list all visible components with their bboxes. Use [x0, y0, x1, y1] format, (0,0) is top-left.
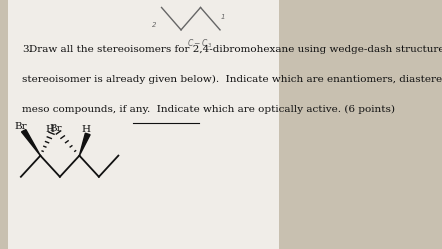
Polygon shape	[8, 0, 278, 249]
Text: stereoisomer is already given below).  Indicate which are enantiomers, diastereo: stereoisomer is already given below). In…	[22, 75, 442, 84]
Text: 1: 1	[221, 14, 225, 20]
Polygon shape	[80, 133, 90, 156]
Text: 3.: 3.	[22, 45, 32, 54]
Text: $\mathit{C}-C_3$: $\mathit{C}-C_3$	[187, 37, 212, 50]
Text: H: H	[81, 125, 90, 134]
Text: Br: Br	[50, 124, 63, 133]
Polygon shape	[22, 129, 40, 156]
Text: 2: 2	[152, 22, 157, 28]
Text: Draw all the stereoisomers for 2,4-dibromohexane using wedge-dash structures (on: Draw all the stereoisomers for 2,4-dibro…	[29, 45, 442, 54]
Text: meso compounds, if any.  Indicate which are optically active. (6 points): meso compounds, if any. Indicate which a…	[22, 105, 395, 114]
Text: H: H	[45, 125, 54, 134]
Text: Br: Br	[15, 123, 27, 131]
